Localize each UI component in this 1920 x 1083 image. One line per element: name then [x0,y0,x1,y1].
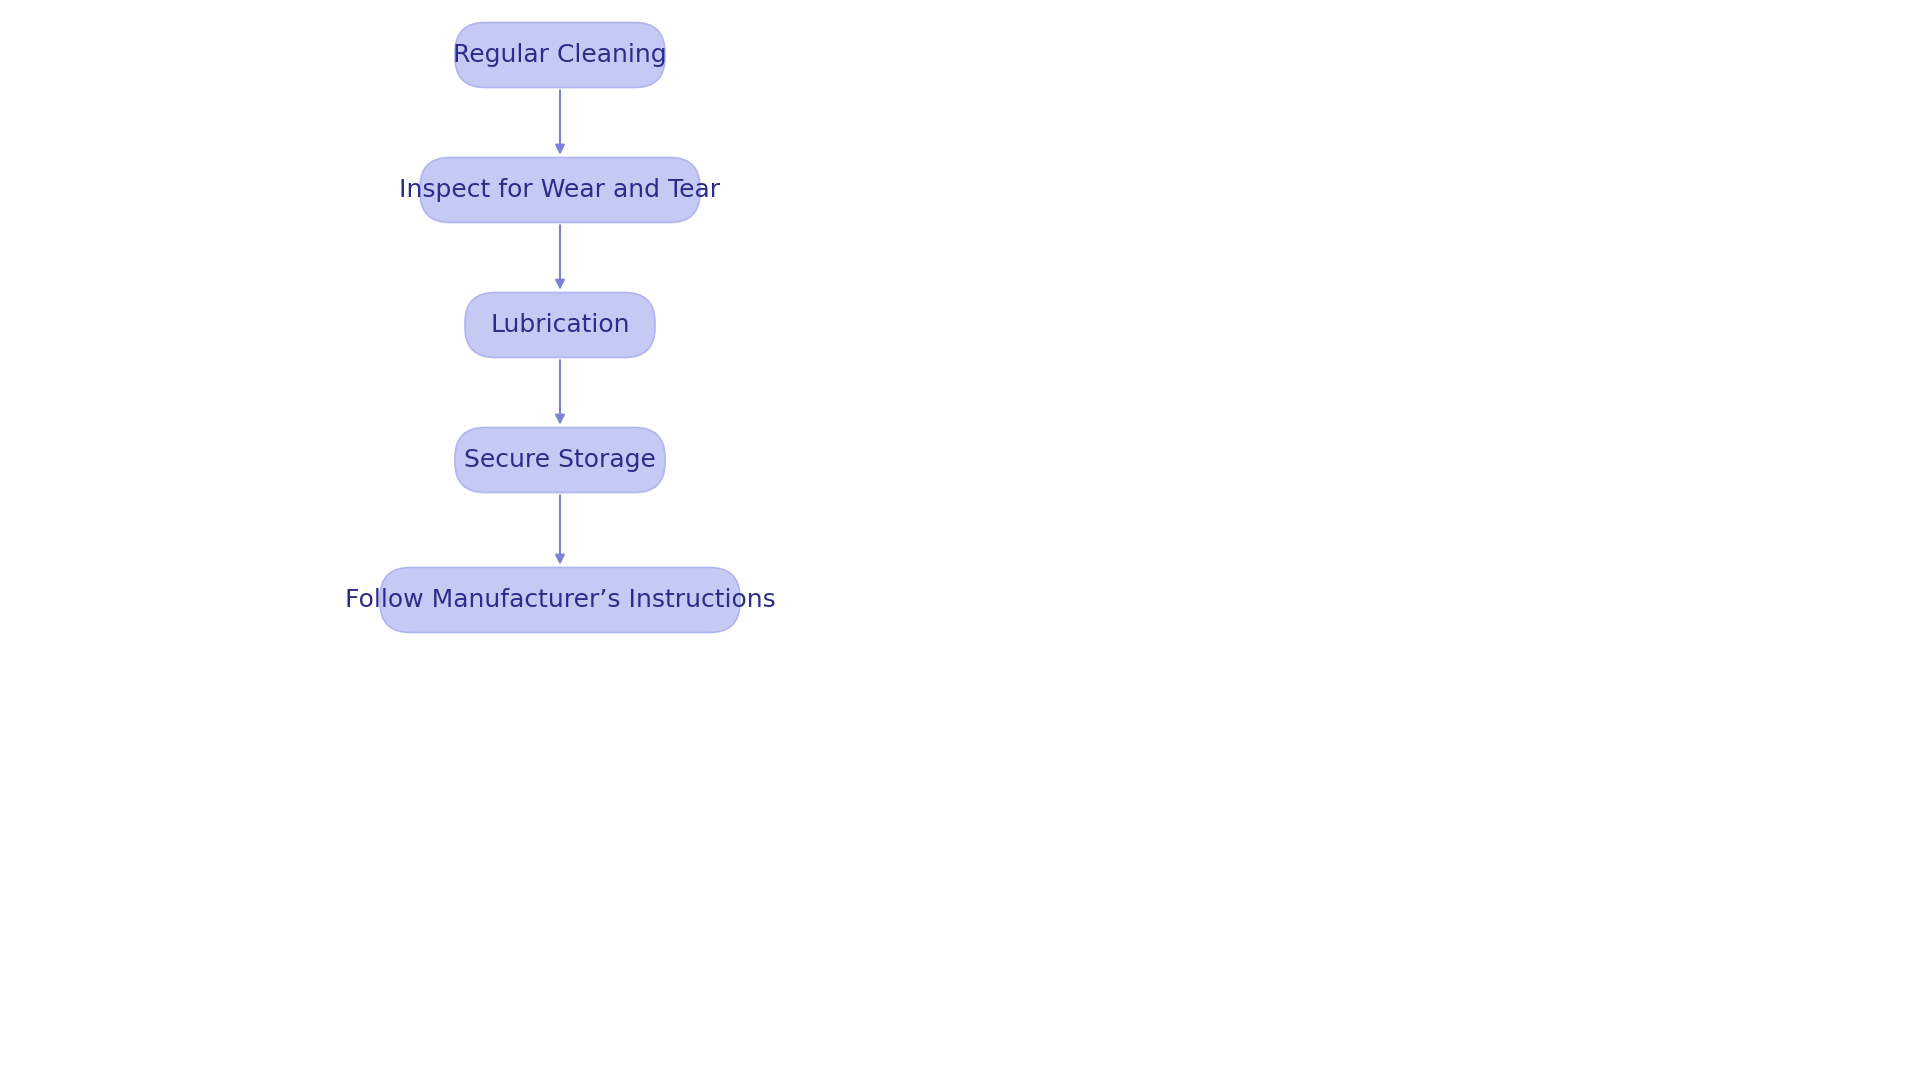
Text: Secure Storage: Secure Storage [465,448,657,472]
Text: Regular Cleaning: Regular Cleaning [453,43,666,67]
FancyBboxPatch shape [380,567,739,632]
FancyBboxPatch shape [420,157,701,222]
Text: Follow Manufacturer’s Instructions: Follow Manufacturer’s Instructions [344,588,776,612]
Text: Inspect for Wear and Tear: Inspect for Wear and Tear [399,178,720,203]
FancyBboxPatch shape [455,428,664,493]
Text: Lubrication: Lubrication [490,313,630,337]
FancyBboxPatch shape [465,292,655,357]
FancyBboxPatch shape [455,23,664,88]
